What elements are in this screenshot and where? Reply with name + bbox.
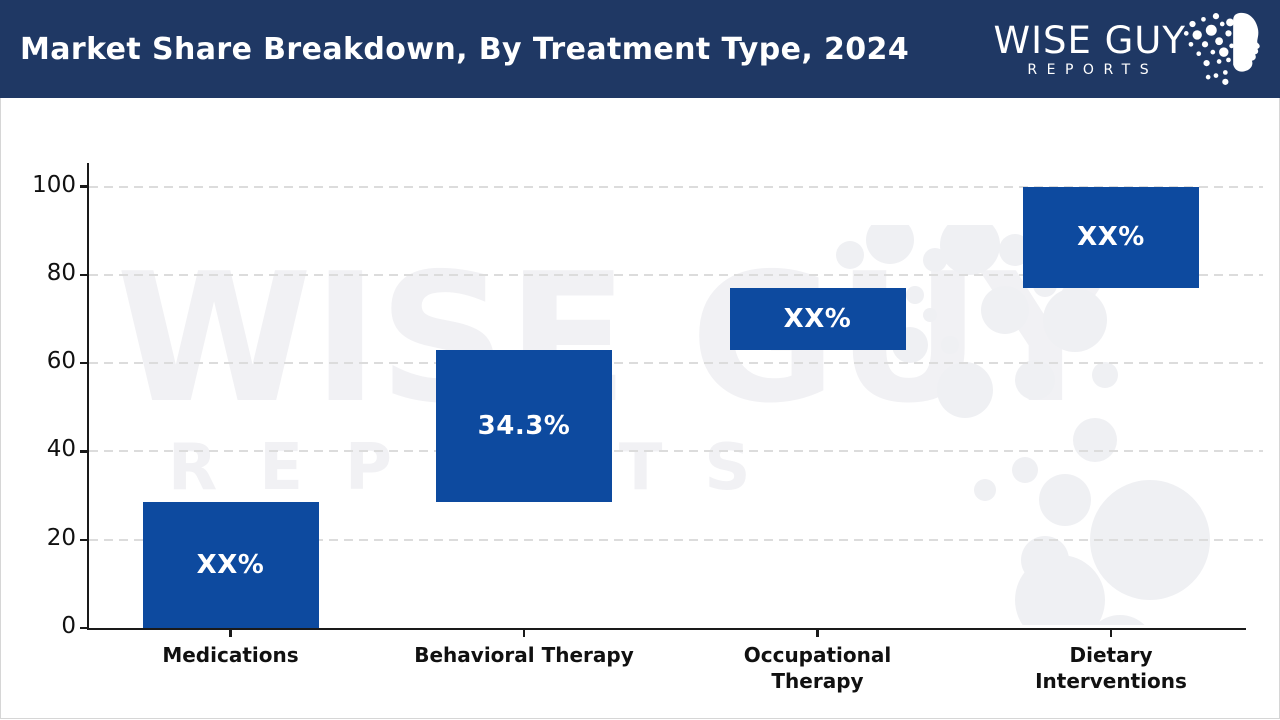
y-tick-mark-60: [80, 361, 89, 365]
bar-value-label-3: XX%: [783, 304, 852, 335]
y-tick-label-100: 100: [32, 171, 76, 198]
bar-value-label-4: XX%: [1077, 222, 1145, 253]
x-category-label-1: Medications: [162, 643, 299, 667]
bar-4: XX%: [1023, 186, 1199, 289]
x-tick-mark-1: [229, 628, 232, 637]
x-tick-mark-2: [522, 628, 526, 637]
x-category-label-4: Dietary Interventions: [1035, 643, 1187, 693]
y-tick-mark-0: [80, 626, 89, 630]
logo-text: WISE GUY REPORTS: [994, 22, 1186, 77]
y-tick-label-20: 20: [46, 524, 76, 551]
y-tick-mark-40: [80, 450, 89, 453]
header-bar: Market Share Breakdown, By Treatment Typ…: [0, 0, 1280, 98]
y-tick-mark-100: [80, 185, 89, 188]
y-tick-label-0: 0: [61, 613, 76, 639]
gridline-60: [89, 362, 1263, 365]
logo-face-icon: [1183, 12, 1260, 85]
wise-guy-reports-logo: WISE GUY REPORTS: [994, 7, 1266, 91]
logo-reports-text: REPORTS: [1027, 61, 1159, 78]
logo-wiseguy-text: WISE GUY: [993, 18, 1186, 62]
gridline-100: [89, 185, 1263, 188]
gridline-80: [89, 273, 1263, 276]
x-category-label-2: Behavioral Therapy: [414, 643, 634, 667]
y-tick-label-60: 60: [46, 348, 76, 375]
y-tick-label-40: 40: [46, 436, 76, 463]
bar-value-label-2: 34.3%: [477, 410, 571, 441]
y-tick-mark-20: [80, 538, 89, 541]
gridline-40: [89, 450, 1263, 453]
y-tick-mark-80: [80, 273, 89, 276]
y-axis-line: [86, 163, 89, 631]
bar-3: XX%: [729, 288, 906, 351]
x-axis-line: [86, 628, 1246, 631]
chart-title: Market Share Breakdown, By Treatment Typ…: [20, 31, 910, 67]
x-tick-mark-3: [816, 628, 819, 637]
y-tick-label-80: 80: [46, 259, 76, 286]
bar-1: XX%: [142, 501, 319, 628]
gridline-20: [89, 538, 1263, 541]
bar-value-label-1: XX%: [196, 549, 265, 580]
x-category-label-3: Occupational Therapy: [743, 643, 892, 693]
x-tick-mark-4: [1109, 628, 1113, 637]
bar-2: 34.3%: [436, 350, 612, 502]
